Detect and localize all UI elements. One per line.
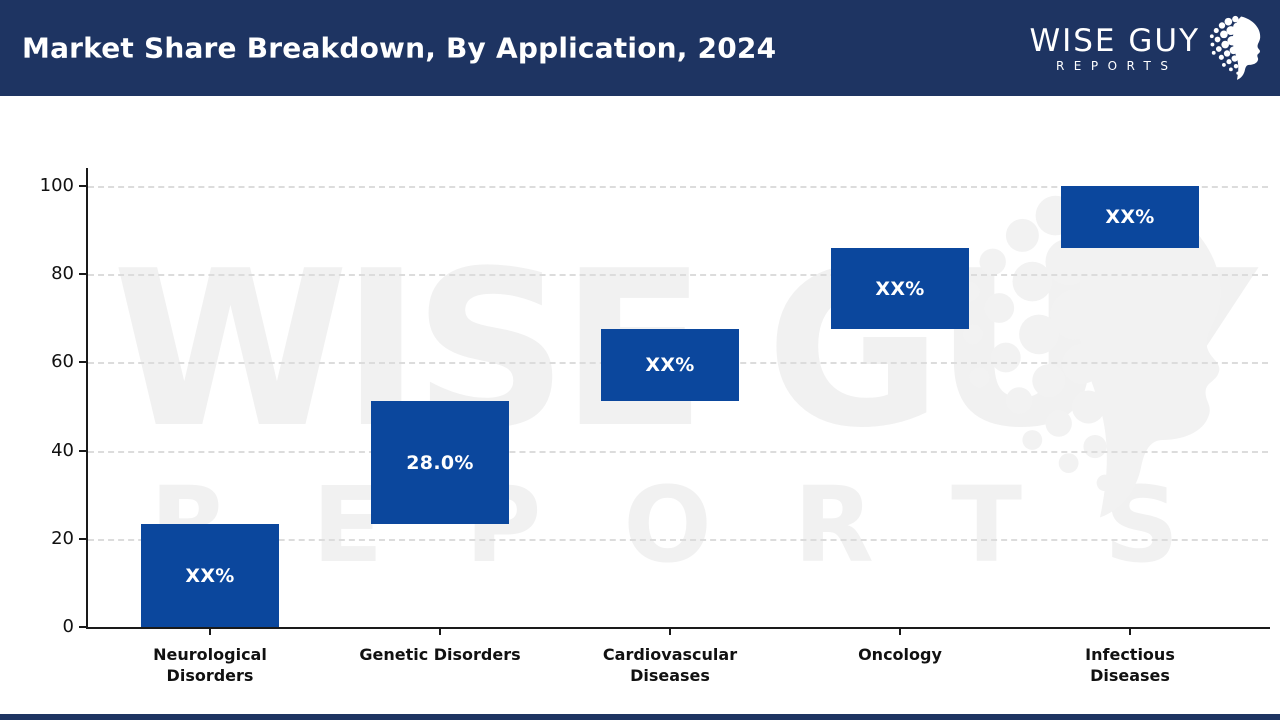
y-tick-mark xyxy=(79,273,87,276)
bar: XX% xyxy=(601,328,739,401)
watermark-reports-text: REPORTS xyxy=(150,464,1262,586)
plot: 0 20 40 60 80 100 XX% Neurological Disorders 28.… xyxy=(0,96,1280,714)
x-tick-mark xyxy=(1129,629,1131,635)
wise-guy-face-icon xyxy=(1209,15,1261,80)
wise-guy-logo: WISE GUY REPORTS xyxy=(1029,11,1268,87)
y-tick-label: 0 xyxy=(62,616,74,637)
bar: XX% xyxy=(141,524,279,627)
y-tick-label: 100 xyxy=(39,175,74,196)
x-axis-line xyxy=(86,627,1270,629)
y-tick-mark xyxy=(79,537,87,540)
y-tick-mark xyxy=(79,626,87,628)
grid-line xyxy=(88,538,1268,541)
bar-value-label: XX% xyxy=(875,277,925,300)
y-tick-mark xyxy=(79,185,87,187)
x-tick-label: Oncology xyxy=(858,645,942,664)
bar-value-label: 28.0% xyxy=(406,451,474,474)
bar-value-label: XX% xyxy=(645,353,695,376)
bar-value-label: XX% xyxy=(185,564,235,587)
y-tick-label: 40 xyxy=(51,439,74,461)
footer-bar xyxy=(0,714,1280,720)
logo-wordmark: WISE GUY xyxy=(1029,23,1200,59)
y-tick-label: 80 xyxy=(51,263,74,285)
y-tick-mark xyxy=(79,449,87,452)
x-tick-mark xyxy=(899,629,901,635)
x-tick-mark xyxy=(439,629,441,635)
header-banner: Market Share Breakdown, By Application, … xyxy=(0,0,1280,96)
y-tick-label: 20 xyxy=(51,527,74,549)
y-tick-mark xyxy=(79,361,87,364)
page-title: Market Share Breakdown, By Application, … xyxy=(22,31,777,65)
y-tick-label: 60 xyxy=(51,351,74,373)
x-tick-label: Genetic Disorders xyxy=(359,645,521,664)
y-axis-line xyxy=(86,168,88,629)
bar: XX% xyxy=(1061,186,1199,249)
grid-line xyxy=(88,450,1268,453)
logo-subtitle: REPORTS xyxy=(1055,59,1178,73)
x-tick-label: Infectious Diseases xyxy=(1085,645,1175,685)
x-tick-mark xyxy=(669,629,671,635)
logo-text: WISE GUY REPORTS xyxy=(1029,24,1200,74)
bar: XX% xyxy=(831,248,969,329)
grid-line xyxy=(88,274,1268,277)
x-tick-label: Neurological Disorders xyxy=(153,645,267,685)
grid-line xyxy=(88,186,1268,188)
x-tick-label: Cardiovascular Diseases xyxy=(602,645,738,685)
x-tick-mark xyxy=(209,629,211,635)
bar-value-label: XX% xyxy=(1105,206,1155,229)
chart-area: WISE GUY REPORTS 020406080100XX%Neurolog… xyxy=(0,96,1280,714)
bar: 28.0% xyxy=(371,400,509,525)
